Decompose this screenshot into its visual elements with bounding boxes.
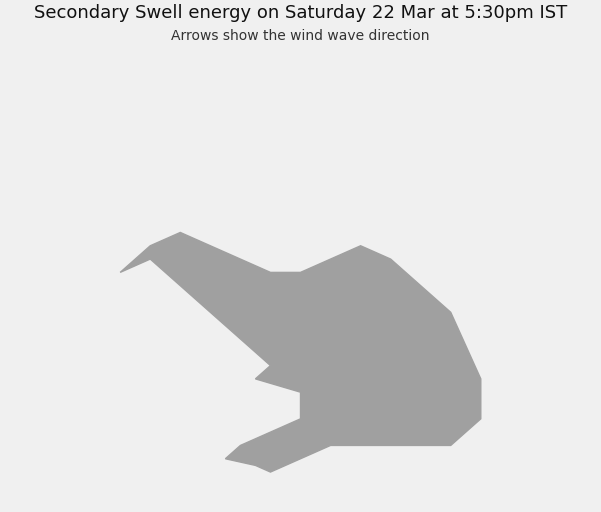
- Polygon shape: [120, 232, 481, 472]
- Text: Secondary Swell energy on Saturday 22 Mar at 5:30pm IST: Secondary Swell energy on Saturday 22 Ma…: [34, 4, 567, 22]
- Text: Arrows show the wind wave direction: Arrows show the wind wave direction: [171, 29, 430, 43]
